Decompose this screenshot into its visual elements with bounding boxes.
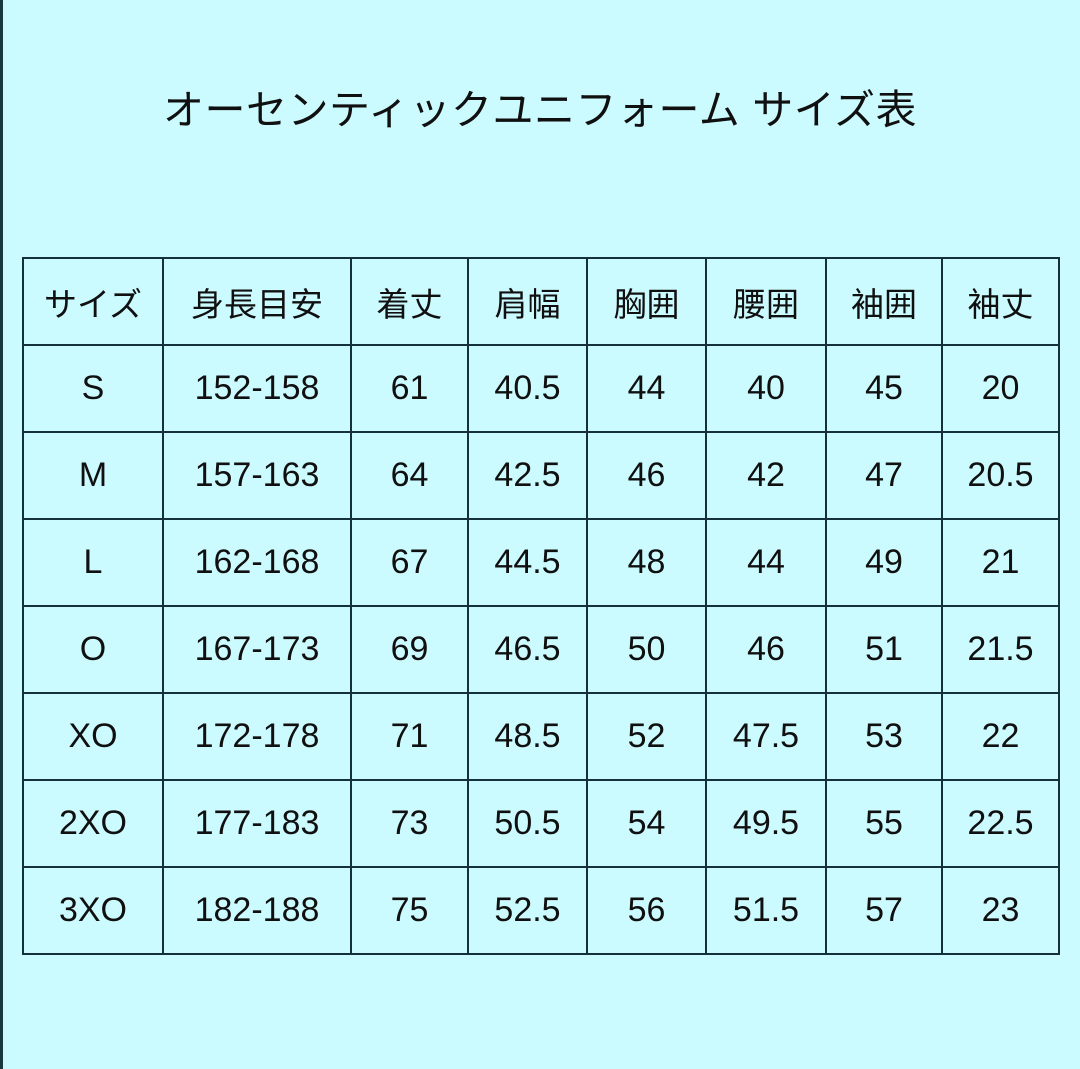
column-header-body-length: 着丈 [350, 257, 469, 346]
size-table: サイズ 身長目安 着丈 肩幅 胸囲 腰囲 袖囲 袖丈 S 152-158 61 … [22, 257, 1060, 955]
cell-size: 3XO [22, 866, 164, 955]
cell-body-length: 75 [350, 866, 469, 955]
cell-waist: 44 [705, 518, 827, 607]
table-row: 2XO 177-183 73 50.5 54 49.5 55 22.5 [22, 779, 1060, 868]
column-header-waist: 腰囲 [705, 257, 827, 346]
cell-height-guide: 172-178 [162, 692, 352, 781]
cell-height-guide: 177-183 [162, 779, 352, 868]
cell-sleeve-circumference: 49 [825, 518, 943, 607]
table-row: L 162-168 67 44.5 48 44 49 21 [22, 518, 1060, 607]
table-row: M 157-163 64 42.5 46 42 47 20.5 [22, 431, 1060, 520]
cell-shoulder-width: 44.5 [467, 518, 588, 607]
cell-chest: 52 [586, 692, 707, 781]
cell-waist: 46 [705, 605, 827, 694]
cell-body-length: 61 [350, 344, 469, 433]
cell-body-length: 71 [350, 692, 469, 781]
cell-sleeve-circumference: 47 [825, 431, 943, 520]
cell-sleeve-length: 22 [941, 692, 1060, 781]
cell-waist: 42 [705, 431, 827, 520]
cell-waist: 47.5 [705, 692, 827, 781]
column-header-sleeve-length: 袖丈 [941, 257, 1060, 346]
cell-size: S [22, 344, 164, 433]
column-header-shoulder-width: 肩幅 [467, 257, 588, 346]
column-header-chest: 胸囲 [586, 257, 707, 346]
table-row: XO 172-178 71 48.5 52 47.5 53 22 [22, 692, 1060, 781]
cell-height-guide: 157-163 [162, 431, 352, 520]
cell-waist: 49.5 [705, 779, 827, 868]
cell-body-length: 67 [350, 518, 469, 607]
cell-sleeve-length: 22.5 [941, 779, 1060, 868]
size-table-container: サイズ 身長目安 着丈 肩幅 胸囲 腰囲 袖囲 袖丈 S 152-158 61 … [22, 257, 1060, 955]
cell-chest: 44 [586, 344, 707, 433]
cell-body-length: 64 [350, 431, 469, 520]
table-row: S 152-158 61 40.5 44 40 45 20 [22, 344, 1060, 433]
cell-chest: 46 [586, 431, 707, 520]
cell-sleeve-length: 20 [941, 344, 1060, 433]
cell-shoulder-width: 48.5 [467, 692, 588, 781]
table-row: 3XO 182-188 75 52.5 56 51.5 57 23 [22, 866, 1060, 955]
cell-sleeve-length: 21 [941, 518, 1060, 607]
left-edge-stripe [0, 0, 3, 1069]
cell-shoulder-width: 40.5 [467, 344, 588, 433]
cell-sleeve-length: 23 [941, 866, 1060, 955]
cell-shoulder-width: 52.5 [467, 866, 588, 955]
cell-waist: 51.5 [705, 866, 827, 955]
cell-height-guide: 152-158 [162, 344, 352, 433]
cell-size: 2XO [22, 779, 164, 868]
cell-size: O [22, 605, 164, 694]
cell-size: XO [22, 692, 164, 781]
table-header-row: サイズ 身長目安 着丈 肩幅 胸囲 腰囲 袖囲 袖丈 [22, 257, 1060, 346]
cell-chest: 56 [586, 866, 707, 955]
cell-shoulder-width: 50.5 [467, 779, 588, 868]
cell-chest: 54 [586, 779, 707, 868]
column-header-sleeve-circumference: 袖囲 [825, 257, 943, 346]
cell-size: M [22, 431, 164, 520]
cell-waist: 40 [705, 344, 827, 433]
size-table-body: S 152-158 61 40.5 44 40 45 20 M 157-163 … [22, 344, 1060, 955]
cell-chest: 50 [586, 605, 707, 694]
cell-chest: 48 [586, 518, 707, 607]
column-header-size: サイズ [22, 257, 164, 346]
cell-sleeve-length: 21.5 [941, 605, 1060, 694]
cell-sleeve-circumference: 57 [825, 866, 943, 955]
cell-sleeve-circumference: 55 [825, 779, 943, 868]
page-title: オーセンティックユニフォーム サイズ表 [163, 87, 917, 133]
cell-shoulder-width: 46.5 [467, 605, 588, 694]
cell-body-length: 69 [350, 605, 469, 694]
cell-shoulder-width: 42.5 [467, 431, 588, 520]
column-header-height-guide: 身長目安 [162, 257, 352, 346]
size-table-header: サイズ 身長目安 着丈 肩幅 胸囲 腰囲 袖囲 袖丈 [22, 257, 1060, 346]
cell-size: L [22, 518, 164, 607]
cell-sleeve-circumference: 51 [825, 605, 943, 694]
cell-height-guide: 167-173 [162, 605, 352, 694]
cell-sleeve-circumference: 45 [825, 344, 943, 433]
cell-body-length: 73 [350, 779, 469, 868]
cell-sleeve-length: 20.5 [941, 431, 1060, 520]
cell-height-guide: 162-168 [162, 518, 352, 607]
cell-height-guide: 182-188 [162, 866, 352, 955]
table-row: O 167-173 69 46.5 50 46 51 21.5 [22, 605, 1060, 694]
cell-sleeve-circumference: 53 [825, 692, 943, 781]
